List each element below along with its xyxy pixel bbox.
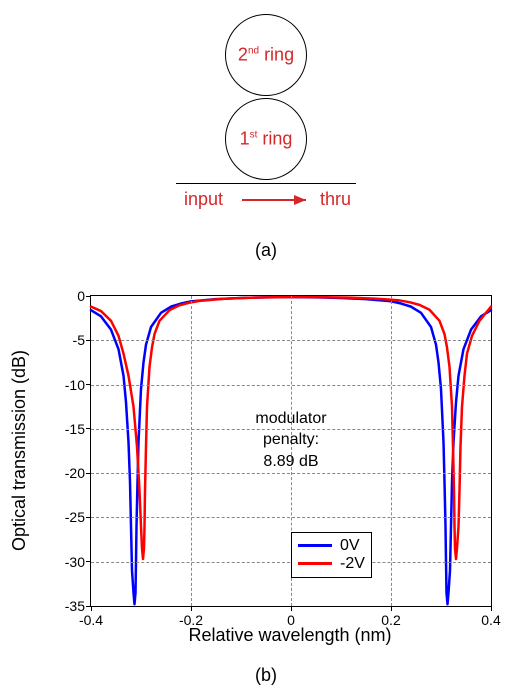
input-label: input <box>184 189 223 210</box>
y-axis-label: Optical transmission (dB) <box>10 295 30 605</box>
legend-label: 0V <box>340 537 360 555</box>
subfigure-a-label: (a) <box>0 240 532 261</box>
thru-label: thru <box>320 189 351 210</box>
legend-swatch <box>298 544 332 547</box>
y-tick-label: -15 <box>39 421 85 437</box>
y-tick-label: 0 <box>39 288 85 304</box>
subfigure-b-label: (b) <box>0 665 532 686</box>
y-tick-label: -30 <box>39 554 85 570</box>
y-tick-label: -20 <box>39 465 85 481</box>
arrow-icon <box>0 0 532 260</box>
legend-item: -2V <box>298 555 365 573</box>
ring-schematic: 2nd ring 1st ring input thru <box>0 0 532 260</box>
y-tick-label: -10 <box>39 377 85 393</box>
plot-area: 0-5-10-15-20-25-30-35-0.4-0.200.20.4modu… <box>90 295 492 607</box>
legend: 0V-2V <box>291 532 372 578</box>
penalty-annotation: modulatorpenalty:8.89 dB <box>255 408 326 473</box>
legend-swatch <box>298 562 332 565</box>
legend-item: 0V <box>298 537 365 555</box>
y-tick-label: -25 <box>39 509 85 525</box>
y-tick-label: -5 <box>39 332 85 348</box>
legend-label: -2V <box>340 555 365 573</box>
transmission-chart: Optical transmission (dB) 0-5-10-15-20-2… <box>30 285 500 645</box>
x-axis-label: Relative wavelength (nm) <box>90 625 490 646</box>
